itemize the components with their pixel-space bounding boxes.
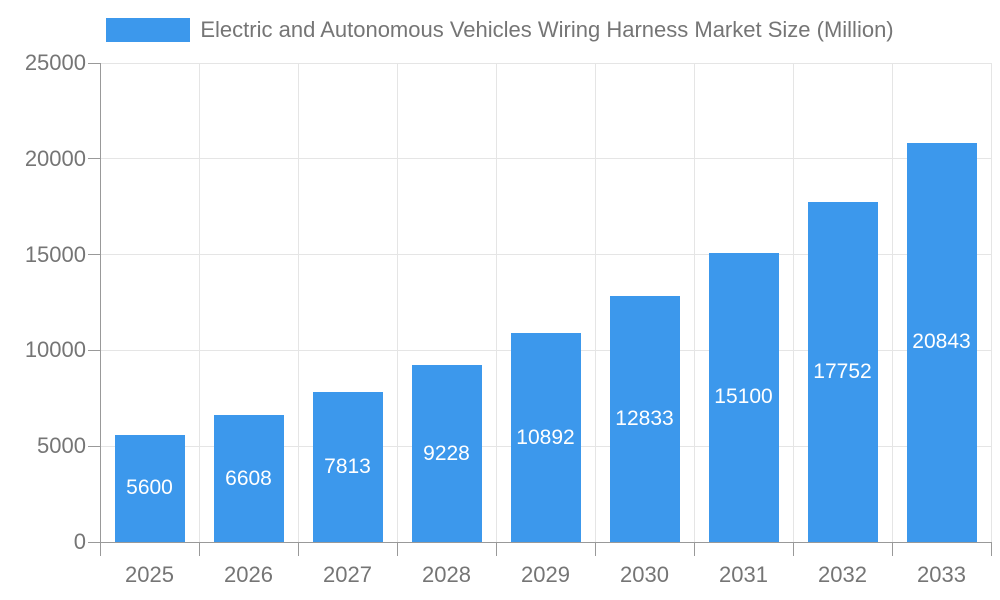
x-tick-3 (396, 542, 398, 556)
x-axis-label-2026: 2026 (224, 562, 273, 587)
gridline-x-7 (792, 63, 794, 542)
bar-2033[interactable]: 20843 (906, 142, 977, 542)
y-axis-label-15000: 15000 (24, 241, 86, 267)
x-tick-2 (297, 542, 299, 556)
x-axis-label-2027: 2027 (323, 562, 372, 587)
bar-2032[interactable]: 17752 (807, 201, 878, 542)
x-axis-label-2028: 2028 (422, 562, 471, 587)
bar-value-label-2028: 9228 (423, 441, 470, 465)
y-axis-line (99, 63, 101, 556)
y-tick-15000 (88, 254, 100, 256)
bar-value-label-2029: 10892 (516, 425, 575, 449)
x-axis-label-2031: 2031 (719, 562, 768, 587)
gridline-y-20000 (100, 158, 991, 160)
gridline-y-25000 (100, 62, 991, 64)
x-axis-label-2025: 2025 (125, 562, 174, 587)
x-axis-label-2032: 2032 (818, 562, 867, 587)
y-axis-label-20000: 20000 (24, 145, 86, 171)
gridline-x-4 (495, 63, 497, 542)
x-axis-label-2030: 2030 (620, 562, 669, 587)
y-tick-5000 (88, 445, 100, 447)
bar-2030[interactable]: 12833 (609, 296, 680, 542)
y-axis-label-10000: 10000 (24, 337, 86, 363)
bar-value-label-2033: 20843 (912, 330, 971, 354)
bar-value-label-2030: 12833 (615, 407, 674, 431)
gridline-x-1 (198, 63, 200, 542)
bar-2026[interactable]: 6608 (213, 415, 284, 542)
bar-2031[interactable]: 15100 (708, 252, 779, 542)
bar-value-label-2031: 15100 (714, 385, 773, 409)
bar-2029[interactable]: 10892 (510, 333, 581, 542)
bar-value-label-2025: 5600 (126, 476, 173, 500)
y-axis-label-25000: 25000 (24, 50, 86, 75)
x-tick-5 (594, 542, 596, 556)
y-tick-25000 (88, 62, 100, 64)
gridline-y-15000 (100, 254, 991, 256)
gridline-x-3 (396, 63, 398, 542)
y-axis-label-0: 0 (73, 529, 86, 554)
x-tick-4 (495, 542, 497, 556)
y-axis-label-5000: 5000 (37, 433, 86, 459)
legend-label: Electric and Autonomous Vehicles Wiring … (200, 17, 894, 42)
legend[interactable]: Electric and Autonomous Vehicles Wiring … (0, 16, 1000, 44)
legend-swatch[interactable] (106, 18, 191, 42)
bar-value-label-2026: 6608 (225, 466, 272, 490)
x-tick-9 (990, 542, 992, 556)
x-axis-label-2033: 2033 (917, 562, 966, 587)
bar-2027[interactable]: 7813 (312, 392, 383, 542)
gridline-x-9 (990, 63, 992, 542)
gridline-x-5 (594, 63, 596, 542)
y-tick-20000 (88, 158, 100, 160)
x-tick-6 (693, 542, 695, 556)
x-tick-7 (792, 542, 794, 556)
gridline-x-2 (297, 63, 299, 542)
x-axis-label-2029: 2029 (521, 562, 570, 587)
bar-value-label-2027: 7813 (324, 455, 371, 479)
x-axis-line (88, 541, 991, 543)
bar-value-label-2032: 17752 (813, 359, 872, 383)
x-tick-1 (198, 542, 200, 556)
bar-2025[interactable]: 5600 (114, 434, 185, 542)
gridline-x-8 (891, 63, 893, 542)
gridline-x-6 (693, 63, 695, 542)
y-tick-10000 (88, 349, 100, 351)
x-tick-8 (891, 542, 893, 556)
bar-2028[interactable]: 9228 (411, 365, 482, 542)
